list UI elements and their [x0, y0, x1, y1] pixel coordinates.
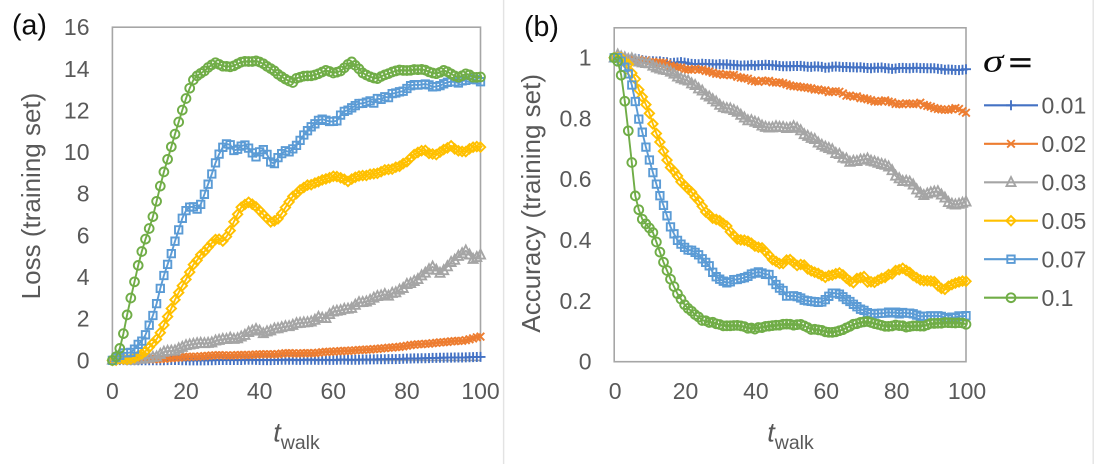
svg-text:40: 40 [743, 378, 769, 404]
svg-text:(a): (a) [12, 10, 47, 42]
svg-text:16: 16 [64, 14, 90, 40]
svg-text:20: 20 [673, 378, 699, 404]
svg-text:0: 0 [579, 349, 592, 375]
svg-text:60: 60 [813, 378, 839, 404]
svg-text:0.03: 0.03 [1042, 170, 1087, 196]
svg-text:0.2: 0.2 [560, 288, 592, 314]
svg-text:Accuracy (training set): Accuracy (training set) [516, 74, 546, 333]
svg-text:80: 80 [394, 378, 420, 404]
svg-text:40: 40 [247, 378, 273, 404]
svg-text:Loss (training set): Loss (training set) [16, 93, 46, 300]
svg-text:8: 8 [77, 181, 90, 207]
svg-text:80: 80 [884, 378, 910, 404]
svg-text:0.01: 0.01 [1042, 93, 1087, 119]
svg-text:0: 0 [106, 378, 119, 404]
svg-text:0.6: 0.6 [560, 166, 592, 192]
svg-text:2: 2 [77, 306, 90, 332]
svg-text:0.02: 0.02 [1042, 131, 1087, 157]
svg-text:0.05: 0.05 [1042, 208, 1087, 234]
svg-text:100: 100 [461, 378, 499, 404]
svg-text:20: 20 [173, 378, 199, 404]
svg-text:14: 14 [64, 56, 90, 82]
svg-text:1: 1 [579, 45, 592, 71]
svg-text:0.1: 0.1 [1042, 285, 1074, 311]
svg-text:0.4: 0.4 [560, 227, 592, 253]
svg-text:100: 100 [948, 378, 986, 404]
svg-text:twalk: twalk [767, 418, 814, 454]
svg-text:60: 60 [320, 378, 346, 404]
svg-text:6: 6 [77, 222, 90, 248]
svg-text:twalk: twalk [273, 418, 320, 454]
svg-text:σ: σ [983, 43, 1005, 79]
svg-text:(b): (b) [524, 11, 559, 43]
svg-text:0.8: 0.8 [560, 105, 592, 131]
svg-text:10: 10 [64, 139, 90, 165]
svg-text:4: 4 [77, 264, 90, 290]
svg-text:12: 12 [64, 97, 90, 123]
svg-text:0: 0 [77, 347, 90, 373]
svg-text:0: 0 [609, 378, 622, 404]
svg-text:0.07: 0.07 [1042, 246, 1087, 272]
